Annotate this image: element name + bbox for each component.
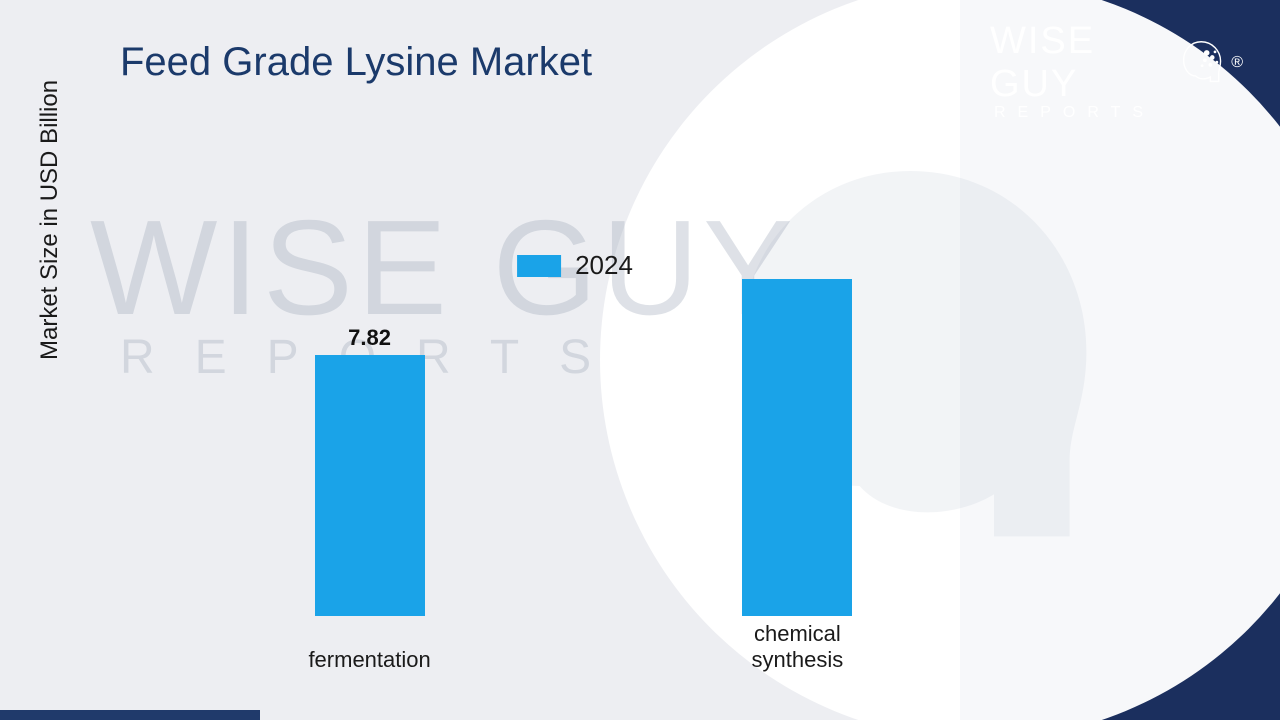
bar-value-label: 7.82 [315, 325, 425, 351]
brand-head-icon [1179, 37, 1225, 89]
brand-logo: WISE GUY ® REPORTS [990, 20, 1245, 100]
brand-registered-icon: ® [1231, 54, 1245, 72]
bar-fermentation: 7.82 [315, 325, 425, 616]
brand-name: WISE GUY [990, 20, 1173, 106]
bar-rect [315, 355, 425, 616]
bottom-accent [0, 710, 260, 720]
plot-area: 2024 7.82 fermentation chemical synthesi… [110, 120, 1040, 680]
chart-title: Feed Grade Lysine Market [120, 40, 592, 85]
chart-card: WISE GUY REPORTS WISE GUY ® REPORTS Fee [0, 0, 1280, 720]
bars-container: 7.82 [110, 216, 1040, 616]
y-axis-label: Market Size in USD Billion [36, 80, 64, 360]
category-label: fermentation [295, 647, 445, 672]
bar-chemical-synthesis [742, 275, 852, 616]
category-label: chemical synthesis [722, 621, 872, 672]
bar-rect [742, 279, 852, 616]
